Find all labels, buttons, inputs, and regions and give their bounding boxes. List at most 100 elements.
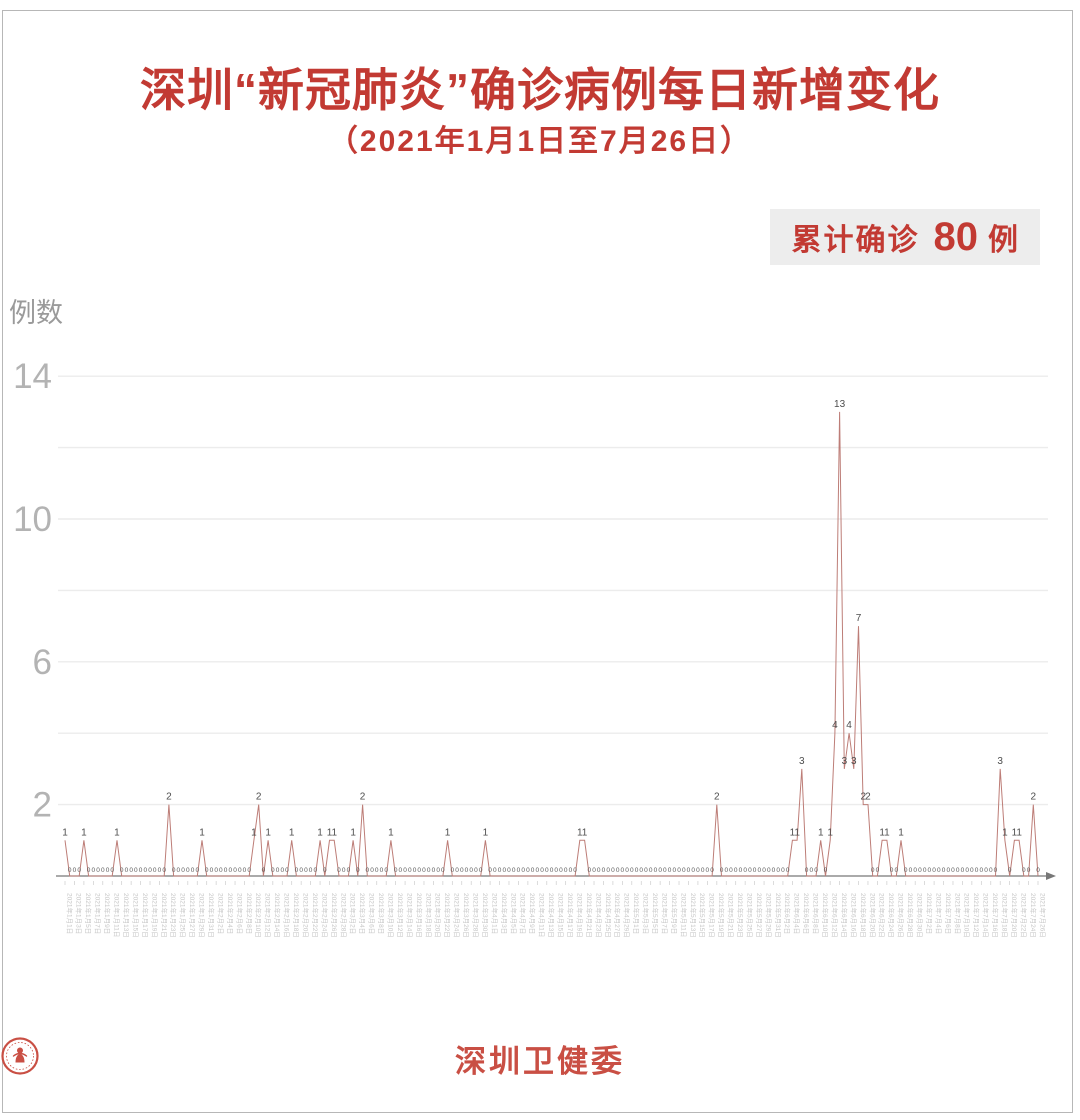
- svg-text:2021年7月4日: 2021年7月4日: [934, 893, 943, 934]
- svg-text:0: 0: [904, 867, 908, 874]
- svg-text:2021年2月22日: 2021年2月22日: [311, 893, 320, 938]
- svg-text:0: 0: [162, 867, 166, 874]
- svg-text:2021年6月18日: 2021年6月18日: [859, 893, 868, 938]
- svg-text:2021年7月16日: 2021年7月16日: [991, 893, 1000, 938]
- svg-text:2: 2: [360, 792, 366, 803]
- svg-text:4: 4: [832, 720, 838, 731]
- svg-text:2021年7月22日: 2021年7月22日: [1019, 893, 1028, 938]
- svg-text:1: 1: [577, 827, 583, 838]
- svg-text:0: 0: [989, 867, 993, 874]
- svg-text:0: 0: [455, 867, 459, 874]
- svg-text:0: 0: [956, 867, 960, 874]
- svg-text:0: 0: [550, 867, 554, 874]
- svg-text:2021年1月3日: 2021年1月3日: [75, 893, 84, 934]
- svg-text:2021年5月27日: 2021年5月27日: [755, 893, 764, 938]
- svg-text:1: 1: [265, 827, 271, 838]
- svg-text:0: 0: [172, 867, 176, 874]
- svg-text:0: 0: [587, 867, 591, 874]
- svg-text:2021年6月8日: 2021年6月8日: [812, 893, 821, 934]
- svg-text:0: 0: [758, 867, 762, 874]
- svg-text:2021年1月19日: 2021年1月19日: [150, 893, 159, 938]
- svg-text:0: 0: [488, 867, 492, 874]
- svg-text:2021年6月10日: 2021年6月10日: [821, 893, 830, 938]
- svg-text:0: 0: [554, 867, 558, 874]
- svg-text:0: 0: [564, 867, 568, 874]
- svg-text:2021年2月6日: 2021年2月6日: [235, 893, 244, 934]
- svg-text:0: 0: [569, 867, 573, 874]
- footer-org-name: 深圳卫健委: [455, 1044, 625, 1079]
- svg-text:0: 0: [120, 867, 124, 874]
- svg-text:0: 0: [77, 867, 81, 874]
- svg-text:0: 0: [932, 867, 936, 874]
- svg-text:0: 0: [767, 867, 771, 874]
- svg-text:0: 0: [602, 867, 606, 874]
- svg-text:0: 0: [413, 867, 417, 874]
- svg-text:0: 0: [134, 867, 138, 874]
- svg-text:0: 0: [219, 867, 223, 874]
- svg-text:2021年5月3日: 2021年5月3日: [642, 893, 651, 934]
- svg-text:0: 0: [403, 867, 407, 874]
- svg-text:2021年1月23日: 2021年1月23日: [169, 893, 178, 938]
- svg-text:1: 1: [794, 827, 800, 838]
- svg-text:0: 0: [526, 867, 530, 874]
- badge-label: 累计确诊: [791, 224, 920, 257]
- svg-text:0: 0: [894, 867, 898, 874]
- svg-text:1: 1: [818, 827, 824, 838]
- svg-text:2021年4月17日: 2021年4月17日: [566, 893, 575, 938]
- svg-text:0: 0: [262, 867, 266, 874]
- svg-text:2021年6月26日: 2021年6月26日: [897, 893, 906, 938]
- svg-text:2021年5月23日: 2021年5月23日: [736, 893, 745, 938]
- svg-text:0: 0: [436, 867, 440, 874]
- svg-text:0: 0: [280, 867, 284, 874]
- badge-value: 80: [933, 214, 979, 259]
- svg-text:1: 1: [327, 827, 333, 838]
- svg-text:2021年2月28日: 2021年2月28日: [339, 893, 348, 938]
- svg-text:2021年6月28日: 2021年6月28日: [906, 893, 915, 938]
- svg-text:2021年1月1日: 2021年1月1日: [65, 893, 74, 934]
- svg-text:0: 0: [663, 867, 667, 874]
- svg-text:2021年4月5日: 2021年4月5日: [509, 893, 518, 934]
- svg-text:0: 0: [195, 867, 199, 874]
- svg-text:0: 0: [677, 867, 681, 874]
- svg-text:3: 3: [997, 756, 1003, 767]
- svg-text:2021年4月3日: 2021年4月3日: [500, 893, 509, 934]
- svg-text:0: 0: [729, 867, 733, 874]
- svg-text:2021年6月12日: 2021年6月12日: [831, 893, 840, 938]
- svg-text:2021年3月14日: 2021年3月14日: [405, 893, 414, 938]
- svg-text:0: 0: [1027, 867, 1031, 874]
- svg-text:0: 0: [980, 867, 984, 874]
- svg-text:2: 2: [256, 792, 262, 803]
- svg-text:2021年5月21日: 2021年5月21日: [727, 893, 736, 938]
- svg-text:2021年1月25日: 2021年1月25日: [179, 893, 188, 938]
- svg-text:0: 0: [545, 867, 549, 874]
- svg-text:3: 3: [851, 756, 857, 767]
- svg-text:0: 0: [399, 867, 403, 874]
- svg-text:0: 0: [975, 867, 979, 874]
- svg-text:0: 0: [809, 867, 813, 874]
- svg-text:0: 0: [928, 867, 932, 874]
- svg-text:0: 0: [1008, 867, 1012, 874]
- svg-text:2021年3月6日: 2021年3月6日: [368, 893, 377, 934]
- svg-text:2021年3月24日: 2021年3月24日: [453, 893, 462, 938]
- svg-text:2021年3月10日: 2021年3月10日: [387, 893, 396, 938]
- svg-text:0: 0: [781, 867, 785, 874]
- svg-text:2021年6月14日: 2021年6月14日: [840, 893, 849, 938]
- svg-text:0: 0: [540, 867, 544, 874]
- svg-text:2: 2: [860, 792, 866, 803]
- svg-text:0: 0: [937, 867, 941, 874]
- svg-text:2021年2月4日: 2021年2月4日: [226, 893, 235, 934]
- svg-text:1: 1: [81, 827, 87, 838]
- badge-unit: 例: [988, 224, 1018, 257]
- svg-text:0: 0: [68, 867, 72, 874]
- svg-text:0: 0: [96, 867, 100, 874]
- svg-text:0: 0: [139, 867, 143, 874]
- svg-text:2021年4月9日: 2021年4月9日: [528, 893, 537, 934]
- svg-text:2021年1月13日: 2021年1月13日: [122, 893, 131, 938]
- svg-text:2021年1月11日: 2021年1月11日: [113, 893, 122, 937]
- svg-text:0: 0: [375, 867, 379, 874]
- svg-text:0: 0: [691, 867, 695, 874]
- svg-text:0: 0: [871, 867, 875, 874]
- svg-text:0: 0: [210, 867, 214, 874]
- svg-text:0: 0: [125, 867, 129, 874]
- svg-text:0: 0: [909, 867, 913, 874]
